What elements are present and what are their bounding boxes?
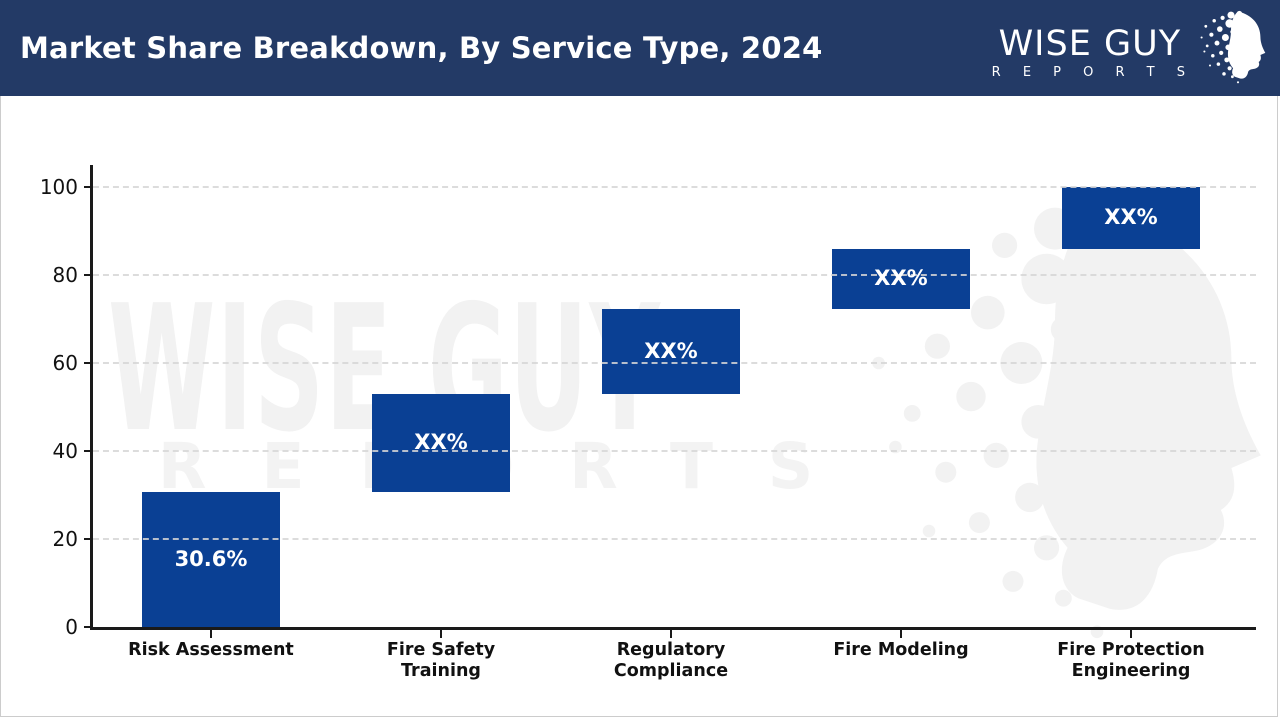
y-axis-line — [90, 165, 93, 630]
x-tick-mark — [1130, 630, 1132, 638]
y-tick-mark — [84, 626, 91, 628]
y-tick-mark — [84, 362, 91, 364]
gridline-y80 — [93, 274, 1256, 276]
y-tick-mark — [84, 538, 91, 540]
y-tick-label: 20 — [52, 527, 78, 551]
category-label: Regulatory Compliance — [613, 640, 729, 681]
page-title: Market Share Breakdown, By Service Type,… — [20, 31, 823, 65]
bar-value-label: XX% — [644, 338, 698, 363]
bar-segment[interactable] — [142, 492, 280, 627]
y-tick-label: 80 — [52, 263, 78, 287]
category-label: Risk Assessment — [128, 640, 294, 660]
category-label: Fire Safety Training — [386, 640, 496, 681]
bar-value-label: XX% — [874, 266, 928, 291]
y-tick-mark — [84, 450, 91, 452]
category-label: Fire Modeling — [833, 640, 969, 660]
category-label: Fire Protection Engineering — [1057, 640, 1205, 681]
bar-segment[interactable] — [602, 309, 740, 394]
bar-segment[interactable] — [372, 393, 510, 493]
y-tick-label: 40 — [52, 439, 78, 463]
bar-segment[interactable] — [832, 249, 970, 310]
y-tick-label: 100 — [39, 175, 78, 199]
x-axis-line — [90, 627, 1256, 630]
gridline-y100 — [93, 186, 1256, 188]
y-tick-mark — [84, 274, 91, 276]
bar-segment[interactable] — [1062, 187, 1200, 250]
y-tick-label: 60 — [52, 351, 78, 375]
header-bar: Market Share Breakdown, By Service Type,… — [0, 0, 1280, 96]
brand-logo-text: WISE GUY R E P O R T S — [986, 25, 1194, 80]
brand-head-icon — [1200, 10, 1266, 84]
bar-value-label: 30.6% — [174, 546, 248, 571]
plot-area: 0 20 40 60 80 100 30.6% Risk Assessment XX% Fire … — [0, 96, 1280, 720]
gridline-y40 — [93, 450, 1256, 452]
bar-value-label: XX% — [414, 430, 468, 455]
x-tick-mark — [210, 630, 212, 638]
gridline-y60 — [93, 362, 1256, 364]
brand-logo: WISE GUY R E P O R T S — [986, 8, 1266, 88]
brand-logo-sub: R E P O R T S — [991, 64, 1194, 80]
bar-value-label: XX% — [1104, 205, 1158, 230]
y-tick-mark — [84, 186, 91, 188]
x-tick-mark — [900, 630, 902, 638]
x-tick-mark — [440, 630, 442, 638]
brand-logo-name: WISE GUY — [998, 23, 1182, 64]
y-tick-label: 0 — [65, 615, 78, 639]
gridline-y20 — [93, 538, 1256, 540]
x-tick-mark — [670, 630, 672, 638]
